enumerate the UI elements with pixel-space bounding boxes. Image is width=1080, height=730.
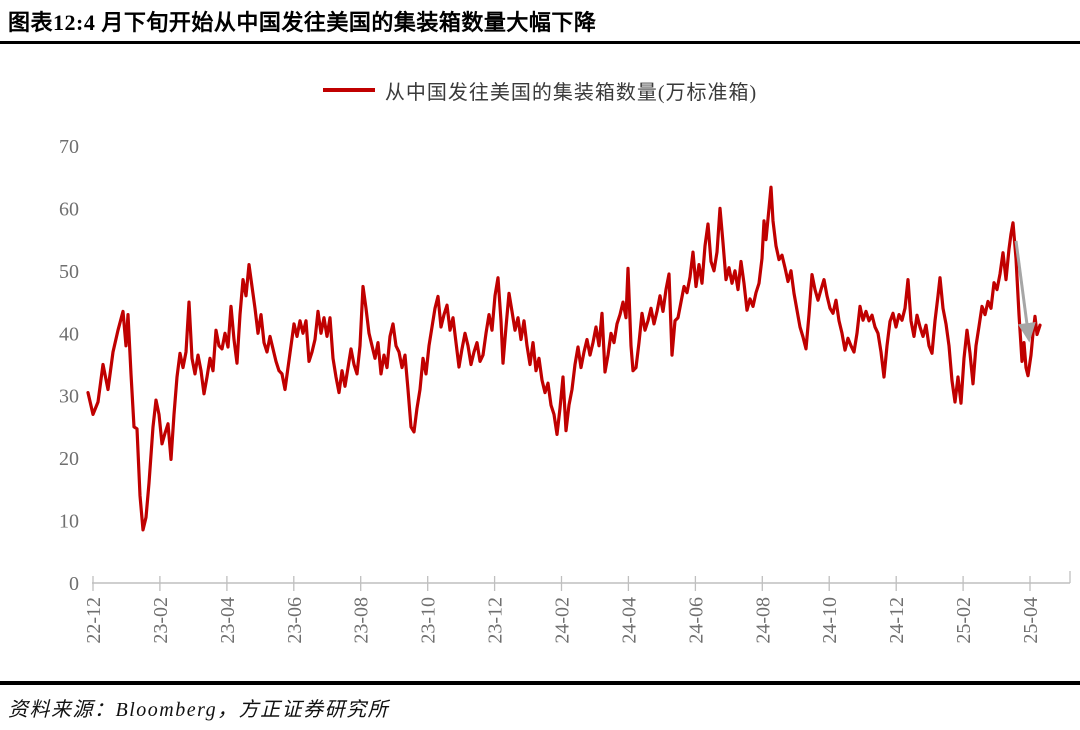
x-axis-label: 23-02	[150, 597, 172, 644]
legend-label: 从中国发往美国的集装箱数量(万标准箱)	[384, 81, 758, 104]
x-axis-label: 24-12	[886, 597, 908, 644]
figure-title: 图表12:4 月下旬开始从中国发往美国的集装箱数量大幅下降	[8, 10, 597, 35]
source-divider	[0, 681, 1080, 685]
x-axis-label: 24-02	[552, 597, 574, 644]
y-axis-label: 30	[59, 386, 79, 408]
x-axis-label: 23-06	[284, 597, 306, 644]
title-divider	[0, 41, 1080, 44]
x-axis-label: 22-12	[83, 597, 105, 644]
x-axis-label: 23-12	[485, 597, 507, 644]
x-axis-label: 25-02	[953, 597, 975, 644]
y-axis-label: 70	[59, 136, 79, 158]
y-axis-label: 20	[59, 448, 79, 470]
container-volume-line	[86, 185, 1042, 532]
legend: 从中国发往美国的集装箱数量(万标准箱)	[0, 76, 1080, 104]
y-axis-label: 60	[59, 198, 79, 220]
x-axis-label: 23-04	[217, 597, 239, 644]
decline-arrow	[1014, 240, 1036, 343]
x-axis-label: 24-10	[819, 597, 841, 644]
legend-line-swatch	[322, 88, 375, 92]
x-axis-label: 23-10	[418, 597, 440, 644]
x-axis-label: 24-06	[685, 597, 707, 644]
x-axis-label: 24-08	[752, 597, 774, 644]
y-axis-label: 40	[59, 323, 79, 345]
y-axis-label: 0	[69, 573, 79, 595]
x-axis-label: 24-04	[618, 597, 640, 644]
x-axis-label: 23-08	[351, 597, 373, 644]
y-axis-label: 10	[59, 511, 79, 533]
x-axis-label: 25-04	[1020, 597, 1042, 644]
source-note: 资料来源：Bloomberg，方正证券研究所	[8, 699, 390, 721]
y-axis-label: 50	[59, 261, 79, 283]
